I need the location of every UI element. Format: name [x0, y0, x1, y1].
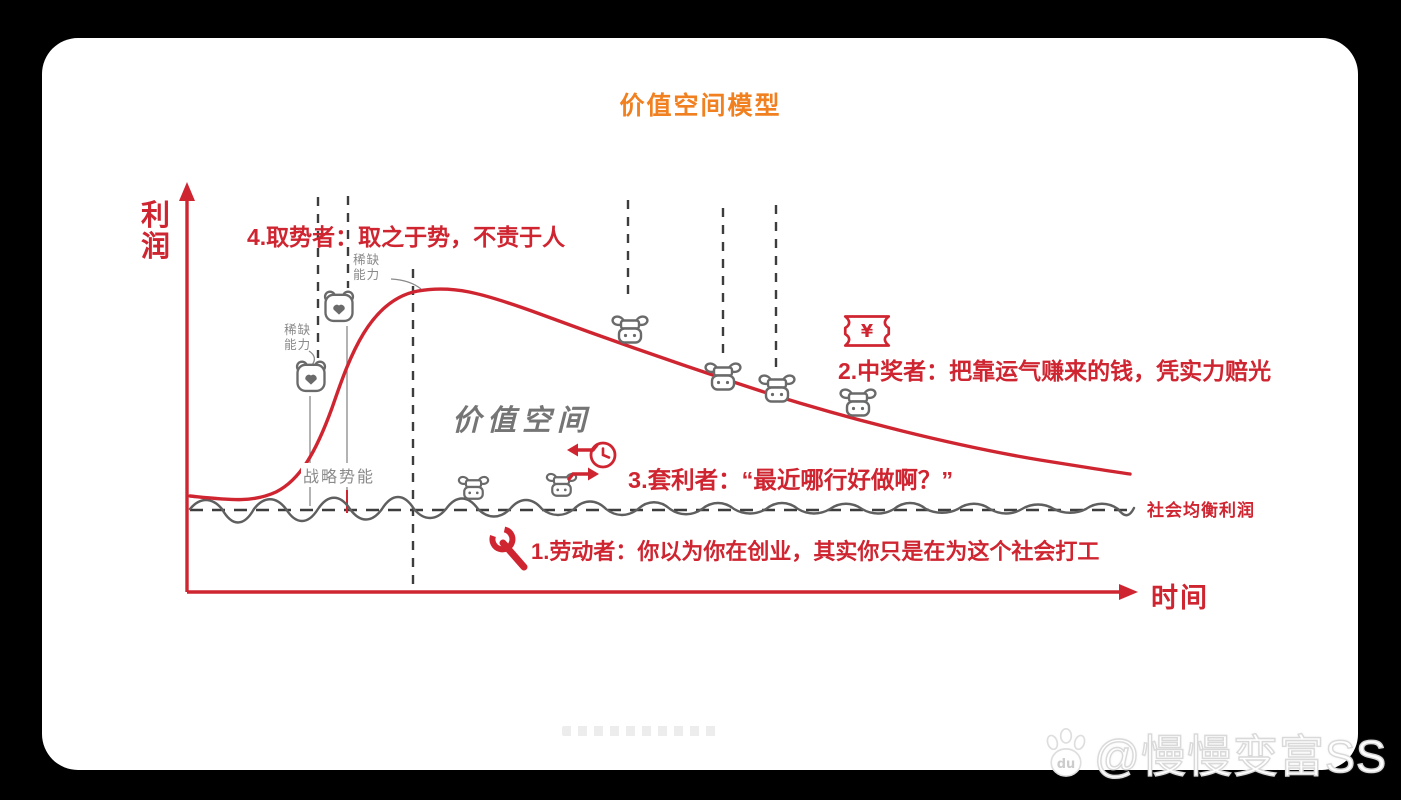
y-axis-arrow [179, 182, 195, 201]
bear-icon-upper [323, 290, 355, 323]
ticket-yen-symbol: ¥ [861, 322, 874, 342]
x-axis-label: 时间 [1151, 583, 1209, 613]
ticket-icon: ¥ [843, 315, 891, 347]
annotation-arbitrageur: 3.套利者：“最近哪行好做啊？” [628, 467, 954, 493]
baidu-paw-icon: du [1046, 727, 1086, 777]
equilibrium-profit-label: 社会均衡利润 [1147, 501, 1255, 520]
wave-line [188, 495, 1136, 524]
connector-scarce-2 [390, 278, 422, 290]
annotation-trend-taker: 4.取势者：取之于势，不责于人 [247, 224, 566, 250]
watermark: du @慢慢变富SS [1042, 720, 1387, 785]
annotation-laborer: 1.劳动者：你以为你在创业，其实你只是在为这个社会打工 [531, 539, 1100, 564]
bear-icon-lower [295, 360, 327, 393]
cow-icon-hanging-3 [758, 374, 796, 403]
clock-swap-icon [567, 441, 617, 481]
cow-icon-winner [839, 388, 877, 417]
x-axis-arrow [1119, 584, 1138, 600]
scarce-ability-label-1: 稀缺能力 [284, 323, 312, 352]
wrench-icon [489, 526, 528, 571]
watermark-handle: @慢慢变富SS [1094, 730, 1387, 782]
cow-icon-wave-1 [457, 475, 490, 500]
cow-icon-wave-2 [545, 472, 578, 497]
scarce-ability-label-2: 稀缺能力 [353, 253, 381, 282]
profit-curve [188, 287, 1132, 502]
strategic-potential-label: 战略势能 [301, 463, 378, 487]
cow-icon-hanging-2 [704, 362, 742, 391]
value-space-label: 价值空间 [452, 405, 593, 437]
faint-watermark-artifact [562, 726, 720, 736]
page-title: 价值空间模型 [619, 92, 782, 120]
annotation-winner: 2.中奖者：把靠运气赚来的钱，凭实力赔光 [838, 358, 1272, 384]
cow-icon-hanging-1 [611, 315, 649, 344]
diagram-card [42, 38, 1358, 770]
baidu-du-text: du [1057, 756, 1076, 771]
y-axis-label: 利润 [141, 200, 171, 264]
